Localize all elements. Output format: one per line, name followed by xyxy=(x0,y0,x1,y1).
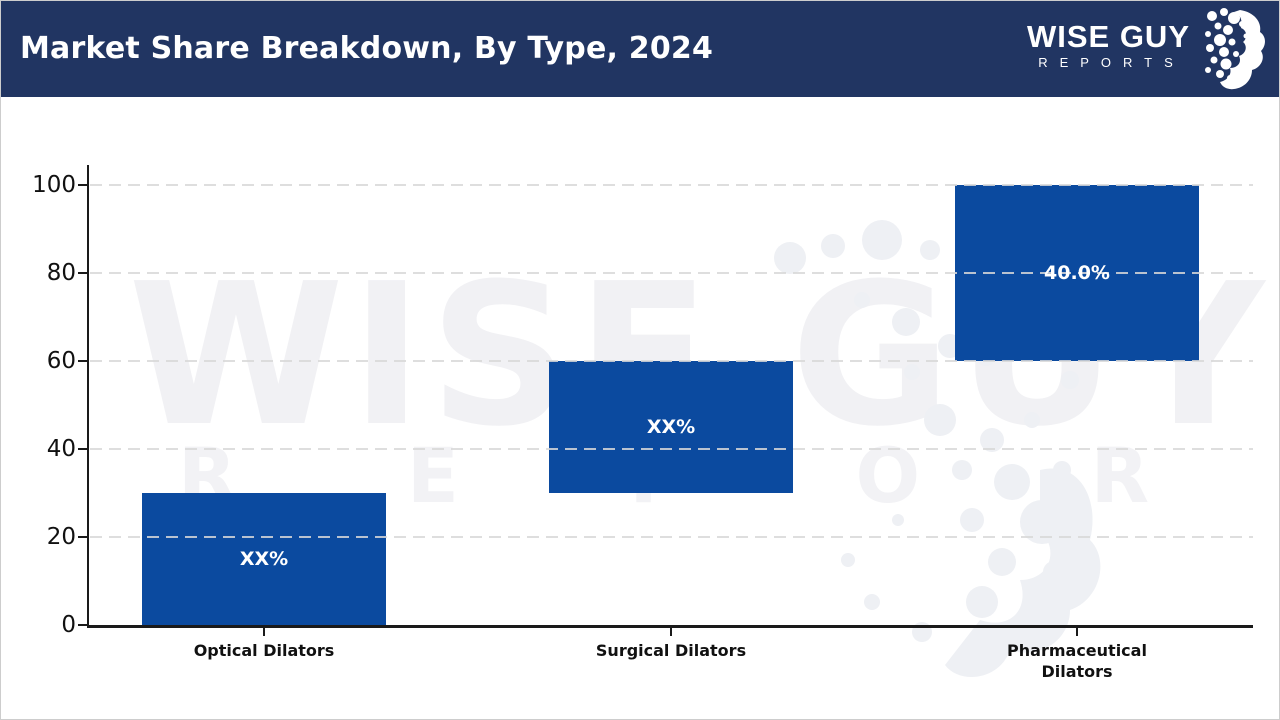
bar-value-label: 40.0% xyxy=(1044,262,1110,284)
x-category-label: Optical Dilators xyxy=(193,641,335,660)
gridline xyxy=(90,184,1253,186)
y-axis-tick-label: 0 xyxy=(61,612,76,638)
x-axis-line xyxy=(87,625,1253,628)
x-axis-tick xyxy=(670,628,672,636)
y-axis-tick-label: 80 xyxy=(46,260,76,286)
y-axis-tick-label: 60 xyxy=(46,348,76,374)
brand-face-icon xyxy=(1205,8,1265,90)
y-axis-tick xyxy=(78,360,87,362)
bar xyxy=(142,493,386,625)
y-axis-tick xyxy=(78,272,87,274)
x-axis-tick xyxy=(1076,628,1078,636)
brand-wordmark: WISE GUY REPORTS xyxy=(1027,20,1190,72)
page-title: Market Share Breakdown, By Type, 2024 xyxy=(20,31,714,66)
y-axis-line xyxy=(87,165,89,627)
gridline xyxy=(90,448,1253,450)
gridline xyxy=(90,360,1253,362)
brand-logo: WISE GUY REPORTS xyxy=(1000,4,1268,94)
y-axis-tick xyxy=(78,536,87,538)
bar-value-label: XX% xyxy=(646,416,696,438)
y-axis-tick-label: 40 xyxy=(46,436,76,462)
y-axis-tick xyxy=(78,624,87,626)
y-axis-tick-label: 100 xyxy=(32,172,76,198)
bar xyxy=(549,361,793,493)
y-axis-tick xyxy=(78,184,87,186)
header-bar: Market Share Breakdown, By Type, 2024 WI… xyxy=(0,0,1280,97)
x-category-label: Pharmaceutical Dilators xyxy=(1007,641,1147,681)
gridline xyxy=(90,272,1253,274)
brand-name: WISE GUY xyxy=(1026,19,1190,54)
x-category-label: Surgical Dilators xyxy=(595,641,747,660)
brand-subname: REPORTS xyxy=(1038,55,1185,70)
gridline xyxy=(90,536,1253,538)
x-axis-tick xyxy=(263,628,265,636)
bar-value-label: XX% xyxy=(239,548,289,570)
y-axis-tick-label: 20 xyxy=(46,524,76,550)
y-axis-tick xyxy=(78,448,87,450)
